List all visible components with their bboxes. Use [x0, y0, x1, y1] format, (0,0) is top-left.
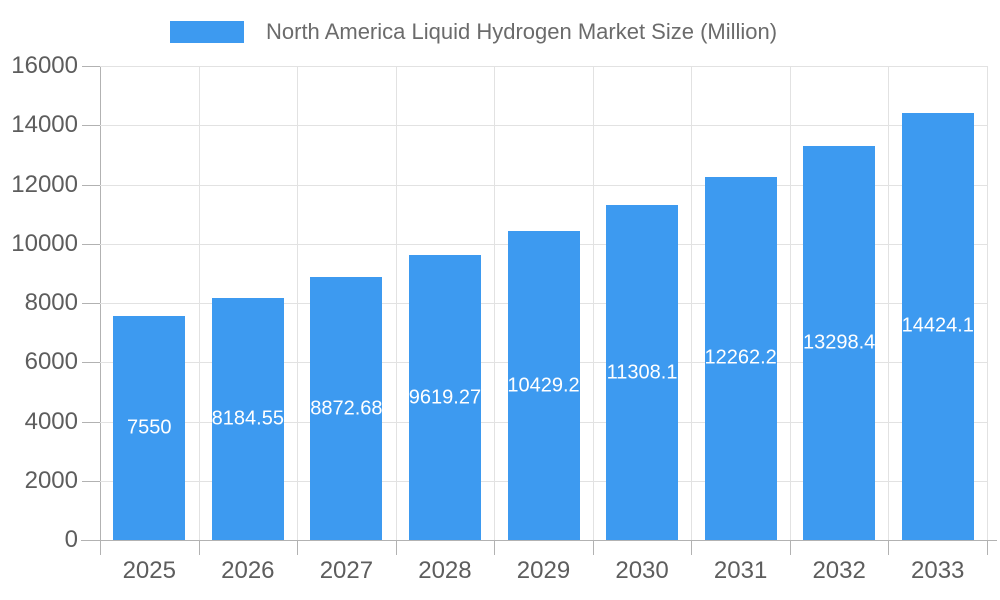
bar-value-label: 8872.68 [310, 397, 383, 420]
x-axis-label: 2026 [221, 557, 275, 584]
y-axis-label: 12000 [11, 170, 78, 198]
y-axis-tick [82, 184, 100, 186]
bar-2025[interactable]: 7550 [113, 316, 186, 540]
bar-value-label: 9619.27 [408, 386, 481, 409]
y-axis-tick [82, 303, 100, 304]
y-axis-label: 6000 [24, 348, 78, 376]
y-axis-tick [82, 421, 100, 423]
bar-value-label: 14424.1 [901, 314, 974, 337]
x-axis-tick [592, 540, 594, 555]
y-axis-label: 8000 [24, 289, 78, 316]
x-axis-tick [789, 540, 791, 555]
x-gridline [198, 66, 200, 540]
x-gridline [789, 66, 791, 540]
bar-2032[interactable]: 13298.4 [803, 146, 876, 540]
bar-2033[interactable]: 14424.1 [901, 112, 974, 540]
y-axis-tick [82, 66, 100, 67]
bar-2026[interactable]: 8184.55 [211, 297, 284, 540]
x-axis-tick [100, 540, 101, 555]
y-axis-tick [82, 243, 100, 245]
bar-value-label: 10429.2 [507, 374, 580, 397]
y-axis-tick [82, 480, 100, 482]
y-axis-tick [82, 362, 100, 364]
x-axis-line [81, 540, 997, 541]
y-gridline [100, 66, 987, 67]
bar-2027[interactable]: 8872.68 [310, 277, 383, 540]
x-gridline [494, 66, 496, 540]
x-gridline [691, 66, 693, 540]
y-axis-tick [82, 125, 100, 127]
x-gridline [297, 66, 299, 540]
x-axis-label: 2031 [713, 557, 768, 584]
x-axis-tick [691, 540, 693, 555]
x-gridline [987, 66, 988, 540]
x-gridline [592, 66, 594, 540]
x-gridline [888, 66, 890, 540]
x-axis-label: 2025 [122, 557, 176, 584]
bar-value-label: 7550 [127, 416, 172, 439]
y-axis-tick [82, 540, 100, 541]
legend-item[interactable]: North America Liquid Hydrogen Market Siz… [170, 19, 778, 44]
bar-value-label: 11308.1 [606, 361, 678, 383]
plot-area: 7550 8184.55 8872.68 9619.27 10429.2 11308.1 1… [100, 66, 988, 540]
x-axis-label: 2030 [615, 557, 669, 584]
y-gridline [100, 184, 987, 186]
y-axis-label: 2000 [24, 466, 78, 494]
y-axis-label: 0 [64, 526, 78, 553]
x-axis-label: 2032 [812, 557, 866, 584]
legend-swatch [170, 21, 244, 43]
bar-2031[interactable]: 12262.2 [704, 176, 777, 540]
x-axis-tick [888, 540, 890, 555]
x-axis-tick [395, 540, 397, 555]
legend-label: North America Liquid Hydrogen Market Siz… [266, 19, 778, 44]
x-axis-tick [494, 540, 496, 555]
y-axis-label: 4000 [24, 407, 78, 435]
y-axis-label: 10000 [11, 229, 78, 257]
bar-2030[interactable]: 11308.1 [606, 205, 679, 540]
y-gridline [100, 125, 987, 127]
bar-2028[interactable]: 9619.27 [408, 255, 481, 540]
x-axis-label: 2028 [418, 557, 472, 584]
y-axis-label: 16000 [11, 52, 78, 79]
x-axis-tick [297, 540, 299, 555]
x-axis-label: 2027 [319, 557, 374, 584]
bar-value-label: 12262.2 [704, 346, 777, 369]
x-axis-tick [987, 540, 988, 555]
x-axis-label: 2033 [911, 557, 965, 584]
bar-value-label: 8184.55 [211, 407, 284, 430]
x-axis-tick [198, 540, 200, 555]
x-axis-label: 2029 [516, 557, 571, 584]
y-axis-label: 14000 [11, 111, 78, 139]
bar-2029[interactable]: 10429.2 [507, 231, 580, 540]
bar-value-label: 13298.4 [803, 331, 876, 354]
x-gridline [395, 66, 397, 540]
